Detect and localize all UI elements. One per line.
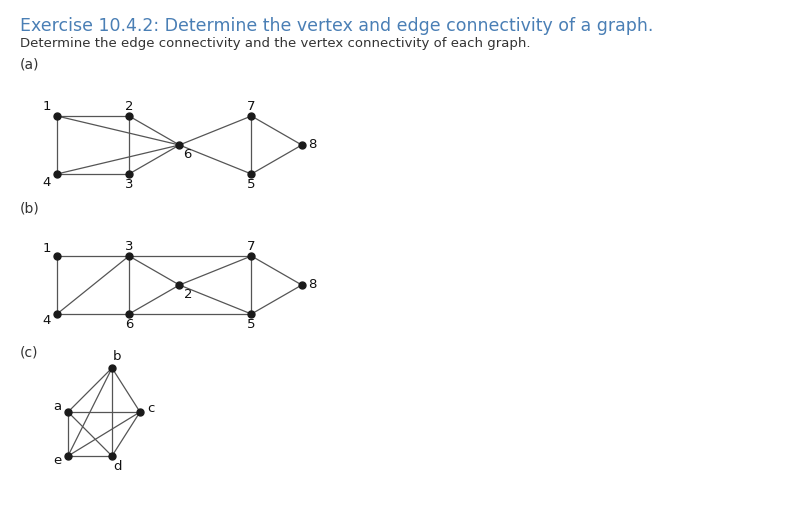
Text: 3: 3	[125, 177, 134, 191]
Text: Determine the edge connectivity and the vertex connectivity of each graph.: Determine the edge connectivity and the …	[20, 37, 531, 50]
Text: d: d	[113, 461, 121, 473]
Text: 4: 4	[43, 315, 51, 327]
Text: c: c	[147, 402, 155, 415]
Text: 8: 8	[309, 138, 317, 152]
Text: 8: 8	[309, 279, 317, 291]
Text: a: a	[53, 399, 61, 413]
Text: (c): (c)	[20, 346, 39, 360]
Text: (b): (b)	[20, 202, 40, 216]
Text: 6: 6	[183, 149, 192, 161]
Text: 5: 5	[247, 318, 256, 331]
Text: 2: 2	[184, 287, 193, 301]
Text: 1: 1	[43, 243, 51, 255]
Text: e: e	[53, 454, 61, 468]
Text: 3: 3	[125, 240, 134, 252]
Text: (a): (a)	[20, 58, 40, 72]
Text: 1: 1	[43, 101, 51, 114]
Text: Exercise 10.4.2: Determine the vertex and edge connectivity of a graph.: Exercise 10.4.2: Determine the vertex an…	[20, 17, 654, 35]
Text: 7: 7	[247, 240, 256, 252]
Text: 6: 6	[125, 318, 133, 331]
Text: 2: 2	[125, 100, 134, 113]
Text: 7: 7	[247, 100, 256, 113]
Text: b: b	[113, 351, 121, 363]
Text: 5: 5	[247, 177, 256, 191]
Text: 4: 4	[43, 175, 51, 189]
